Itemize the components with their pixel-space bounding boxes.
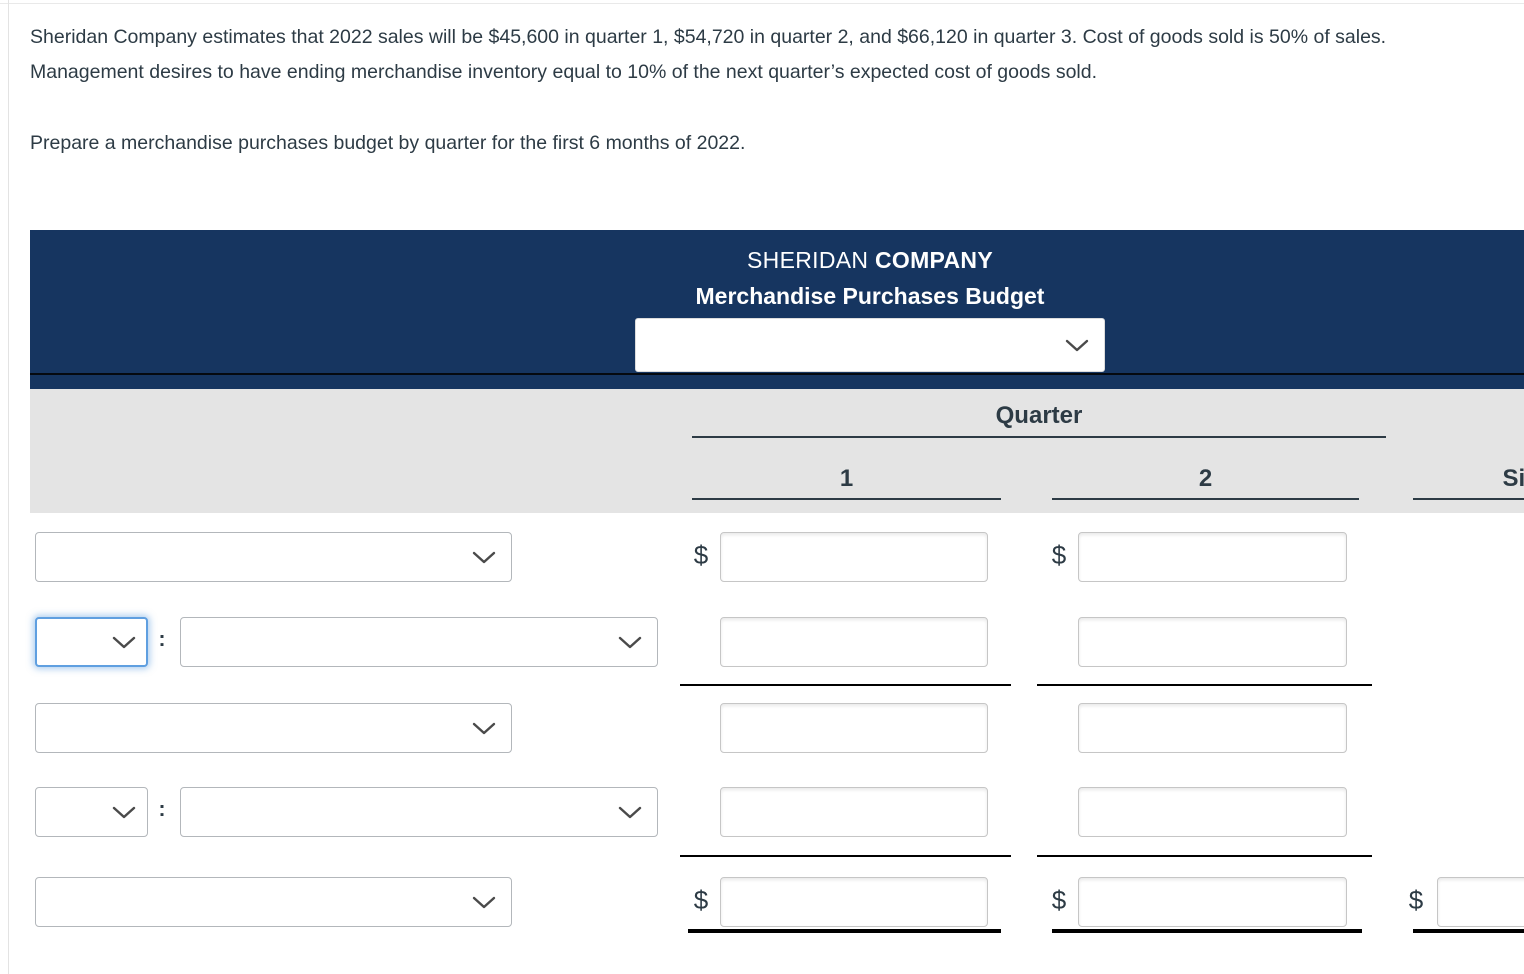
currency-symbol: $ [693, 540, 709, 570]
currency-symbol: $ [1051, 885, 1067, 915]
row5-label-select[interactable] [35, 877, 512, 927]
column-label-quarter-2: 2 [1198, 465, 1213, 492]
total-rule-q1 [688, 929, 1001, 933]
colon-separator: : [158, 628, 166, 651]
company-name: SHERIDAN COMPANY [30, 247, 1524, 274]
column-label-quarter-1: 1 [839, 465, 854, 492]
row3-q1-amount-input[interactable] [720, 703, 988, 753]
company-name-regular: SHERIDAN [747, 247, 869, 273]
page-left-border [8, 0, 9, 974]
currency-symbol: $ [693, 885, 709, 915]
row5-q1-amount-input[interactable] [720, 877, 988, 927]
total-rule-q2 [1052, 929, 1362, 933]
total-rule-six [1413, 929, 1524, 933]
problem-statement: Sheridan Company estimates that 2022 sal… [30, 20, 1498, 197]
subtotal-rule-q2 [1037, 855, 1372, 857]
column-2-underline [1052, 498, 1359, 500]
problem-instruction: Prepare a merchandise purchases budget b… [30, 132, 746, 154]
quarter-underline [692, 436, 1386, 438]
column-header-band: Quarter 1 2 Six Months [30, 389, 1524, 513]
row3-label-select-wrap [35, 703, 512, 753]
row5-six-months-amount-input[interactable] [1437, 877, 1524, 927]
header-divider [30, 373, 1524, 375]
column-1-underline [692, 498, 1001, 500]
row4-prefix-select-wrap [35, 787, 148, 837]
row4-q1-amount-input[interactable] [720, 787, 988, 837]
currency-symbol: $ [1408, 885, 1424, 915]
subtotal-rule-q1 [680, 684, 1011, 686]
row2-label-select[interactable] [180, 617, 658, 667]
column-six-underline [1413, 498, 1524, 500]
subtotal-rule-q1 [680, 855, 1011, 857]
period-select-wrap [635, 318, 1105, 372]
column-group-label: Quarter [995, 402, 1083, 429]
row1-label-select-wrap [35, 532, 512, 582]
page-top-border [0, 3, 1524, 4]
row1-label-select[interactable] [35, 532, 512, 582]
problem-paragraph: Sheridan Company estimates that 2022 sal… [30, 26, 1387, 83]
row5-q2-amount-input[interactable] [1078, 877, 1347, 927]
row4-prefix-select[interactable] [35, 787, 148, 837]
row4-q2-amount-input[interactable] [1078, 787, 1347, 837]
company-name-bold: COMPANY [875, 247, 993, 273]
row2-q1-amount-input[interactable] [720, 617, 988, 667]
budget-title: Merchandise Purchases Budget [695, 283, 1045, 309]
row5-label-select-wrap [35, 877, 512, 927]
row2-prefix-select-wrap [35, 617, 148, 667]
row1-q1-amount-input[interactable] [720, 532, 988, 582]
table-header: SHERIDAN COMPANY Merchandise Purchases B… [30, 230, 1524, 389]
budget-table: SHERIDAN COMPANY Merchandise Purchases B… [30, 230, 1524, 974]
period-select[interactable] [635, 318, 1105, 372]
row4-label-select-wrap [180, 787, 658, 837]
table-body: $ $ : : [30, 513, 1524, 974]
colon-separator: : [158, 798, 166, 821]
row2-prefix-select[interactable] [35, 617, 148, 667]
row4-label-select[interactable] [180, 787, 658, 837]
row2-q2-amount-input[interactable] [1078, 617, 1347, 667]
row1-q2-amount-input[interactable] [1078, 532, 1347, 582]
row3-label-select[interactable] [35, 703, 512, 753]
row2-label-select-wrap [180, 617, 658, 667]
subtotal-rule-q2 [1037, 684, 1372, 686]
currency-symbol: $ [1051, 540, 1067, 570]
column-label-six-months: Six Months [1502, 465, 1524, 492]
row3-q2-amount-input[interactable] [1078, 703, 1347, 753]
